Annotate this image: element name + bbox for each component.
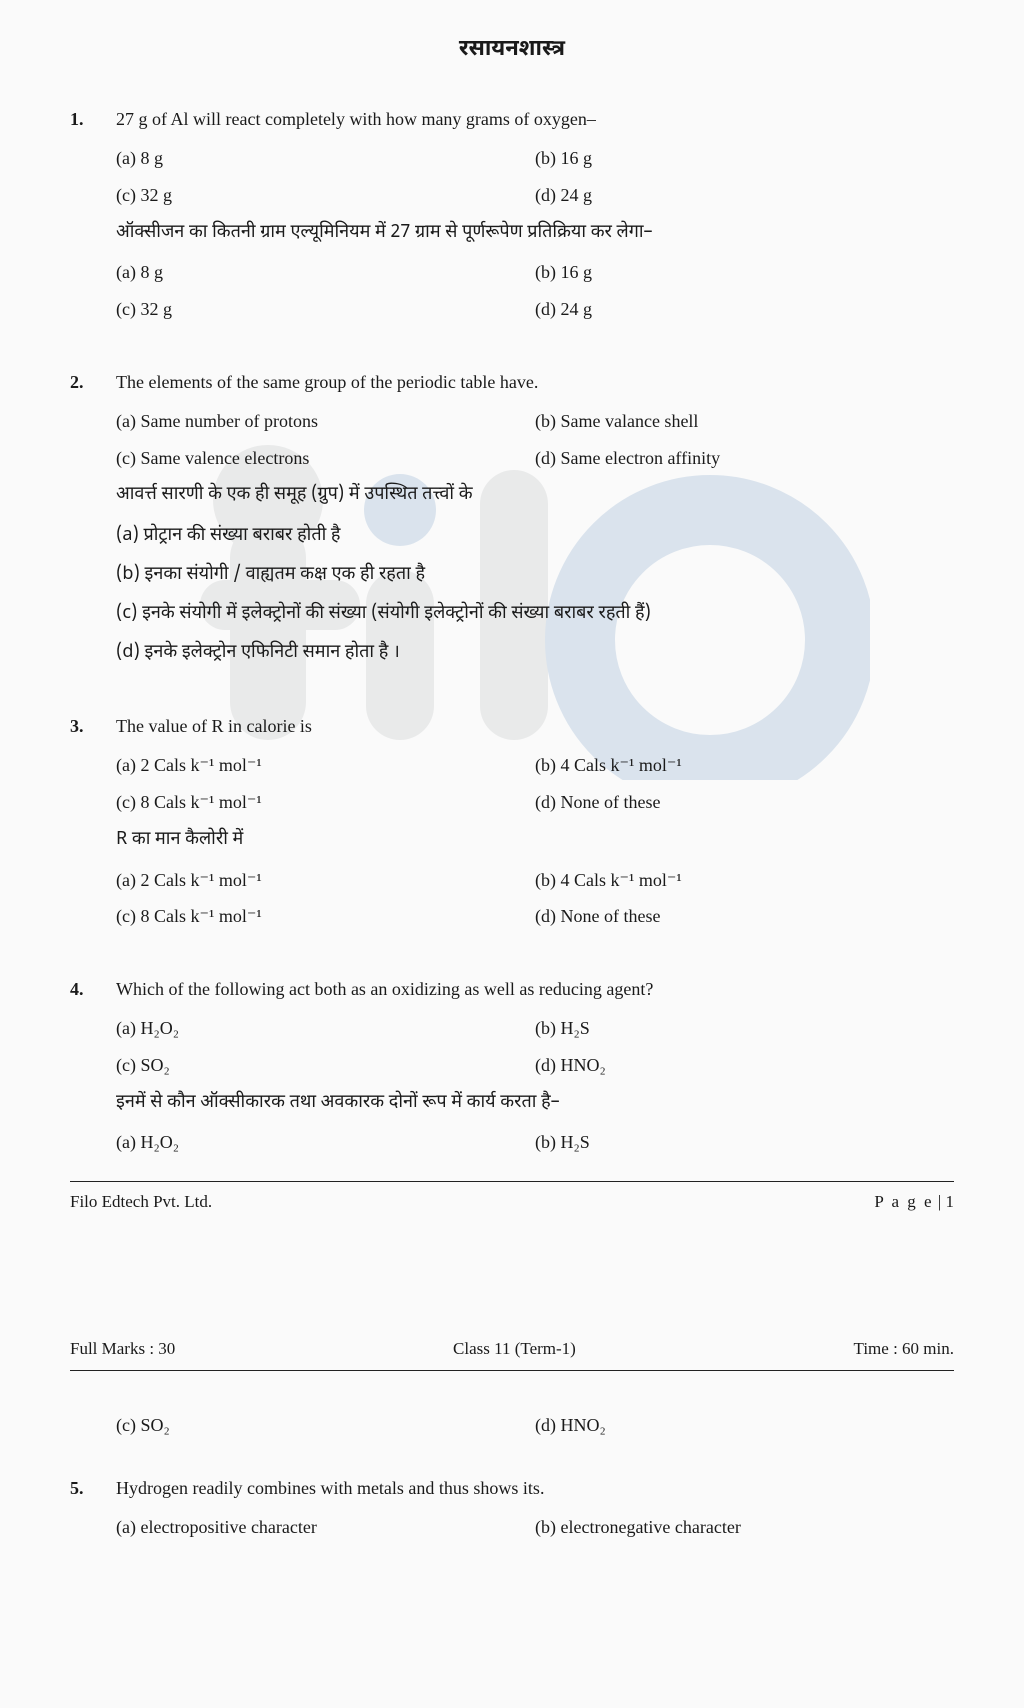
footer-right: P a g e | 1 <box>874 1188 954 1215</box>
time-limit: Time : 60 min. <box>854 1335 954 1362</box>
q1-opt-d-hi: (d) 24 g <box>535 295 954 324</box>
q3-opt-c-en: (c) 8 Cals k⁻¹ mol⁻¹ <box>116 788 535 817</box>
q5-number: 5. <box>70 1474 116 1546</box>
q3-opt-a-en: (a) 2 Cals k⁻¹ mol⁻¹ <box>116 751 535 780</box>
q2-opt-b-en: (b) Same valance shell <box>535 407 954 436</box>
q2-opt-a-hi: (a) प्रोट्रान की संख्या बराबर होती है <box>116 523 954 552</box>
q1-text-en: 27 g of Al will react completely with ho… <box>116 105 954 134</box>
footer-left: Filo Edtech Pvt. Ltd. <box>70 1188 212 1215</box>
q2-opt-b-hi: (b) इनका संयोगी / वाह्यतम कक्ष एक ही रहत… <box>116 562 954 591</box>
q4-opt-b-hi: (b) H₂S <box>535 1128 954 1157</box>
q2-opt-c-en: (c) Same valence electrons <box>116 444 535 473</box>
q4-opt-c-en: (c) SO₂ <box>116 1051 535 1080</box>
q4-opt-d-en: (d) HNO₂ <box>535 1051 954 1080</box>
q3-opt-d-hi: (d) None of these <box>535 902 954 931</box>
q2-text-hi: आवर्त्त सारणी के एक ही समूह (ग्रुप) में … <box>116 482 954 511</box>
q1-opt-b-en: (b) 16 g <box>535 144 954 173</box>
q3-opt-a-hi: (a) 2 Cals k⁻¹ mol⁻¹ <box>116 866 535 895</box>
q3-number: 3. <box>70 712 116 935</box>
footer-page-label: P a g e <box>874 1192 933 1211</box>
q1-number: 1. <box>70 105 116 328</box>
question-3: 3. The value of R in calorie is (a) 2 Ca… <box>70 712 954 935</box>
q3-opt-c-hi: (c) 8 Cals k⁻¹ mol⁻¹ <box>116 902 535 931</box>
q2-opt-d-en: (d) Same electron affinity <box>535 444 954 473</box>
footer-page-num: | 1 <box>934 1192 954 1211</box>
q3-text-hi: R का मान कैलोरी में <box>116 827 954 856</box>
q4c-opt-c: (c) SO₂ <box>116 1411 535 1440</box>
q4-opt-b-en: (b) H₂S <box>535 1014 954 1043</box>
q4-opt-a-hi: (a) H₂O₂ <box>116 1128 535 1157</box>
q1-opt-a-hi: (a) 8 g <box>116 258 535 287</box>
q2-opt-c-hi: (c) इनके संयोगी में इलेक्ट्रोनों की संख्… <box>116 601 954 630</box>
question-5: 5. Hydrogen readily combines with metals… <box>70 1474 954 1546</box>
q1-opt-b-hi: (b) 16 g <box>535 258 954 287</box>
q3-opt-b-hi: (b) 4 Cals k⁻¹ mol⁻¹ <box>535 866 954 895</box>
full-marks: Full Marks : 30 <box>70 1335 175 1362</box>
q4-opt-a-en: (a) H₂O₂ <box>116 1014 535 1043</box>
page-title: रसायनशास्त्र <box>70 30 954 65</box>
question-4-continued: (c) SO₂ (d) HNO₂ <box>70 1401 954 1444</box>
q3-opt-b-en: (b) 4 Cals k⁻¹ mol⁻¹ <box>535 751 954 780</box>
q5-text-en: Hydrogen readily combines with metals an… <box>116 1474 954 1503</box>
page-footer: Filo Edtech Pvt. Ltd. P a g e | 1 <box>70 1181 954 1215</box>
q1-opt-a-en: (a) 8 g <box>116 144 535 173</box>
question-2: 2. The elements of the same group of the… <box>70 368 954 672</box>
q1-text-hi: ऑक्सीजन का कितनी ग्राम एल्यूमिनियम में 2… <box>116 220 954 249</box>
question-1: 1. 27 g of Al will react completely with… <box>70 105 954 328</box>
q2-text-en: The elements of the same group of the pe… <box>116 368 954 397</box>
q3-text-en: The value of R in calorie is <box>116 712 954 741</box>
q4c-opt-d: (d) HNO₂ <box>535 1411 954 1440</box>
q5-opt-a-en: (a) electropositive character <box>116 1513 535 1542</box>
page2-header: Full Marks : 30 Class 11 (Term-1) Time :… <box>70 1335 954 1371</box>
q2-number: 2. <box>70 368 116 672</box>
q3-opt-d-en: (d) None of these <box>535 788 954 817</box>
content: रसायनशास्त्र 1. 27 g of Al will react co… <box>70 30 954 1546</box>
class-term: Class 11 (Term-1) <box>453 1335 576 1362</box>
q4-text-hi: इनमें से कौन ऑक्सीकारक तथा अवकारक दोनों … <box>116 1090 954 1119</box>
q1-opt-d-en: (d) 24 g <box>535 181 954 210</box>
q2-opt-a-en: (a) Same number of protons <box>116 407 535 436</box>
q1-opt-c-en: (c) 32 g <box>116 181 535 210</box>
q4-number: 4. <box>70 975 116 1161</box>
page: रसायनशास्त्र 1. 27 g of Al will react co… <box>0 0 1024 1708</box>
q5-opt-b-en: (b) electronegative character <box>535 1513 954 1542</box>
q2-opt-d-hi: (d) इनके इलेक्ट्रोन एफिनिटी समान होता है… <box>116 640 954 669</box>
question-4: 4. Which of the following act both as an… <box>70 975 954 1161</box>
q1-opt-c-hi: (c) 32 g <box>116 295 535 324</box>
q4-text-en: Which of the following act both as an ox… <box>116 975 954 1004</box>
